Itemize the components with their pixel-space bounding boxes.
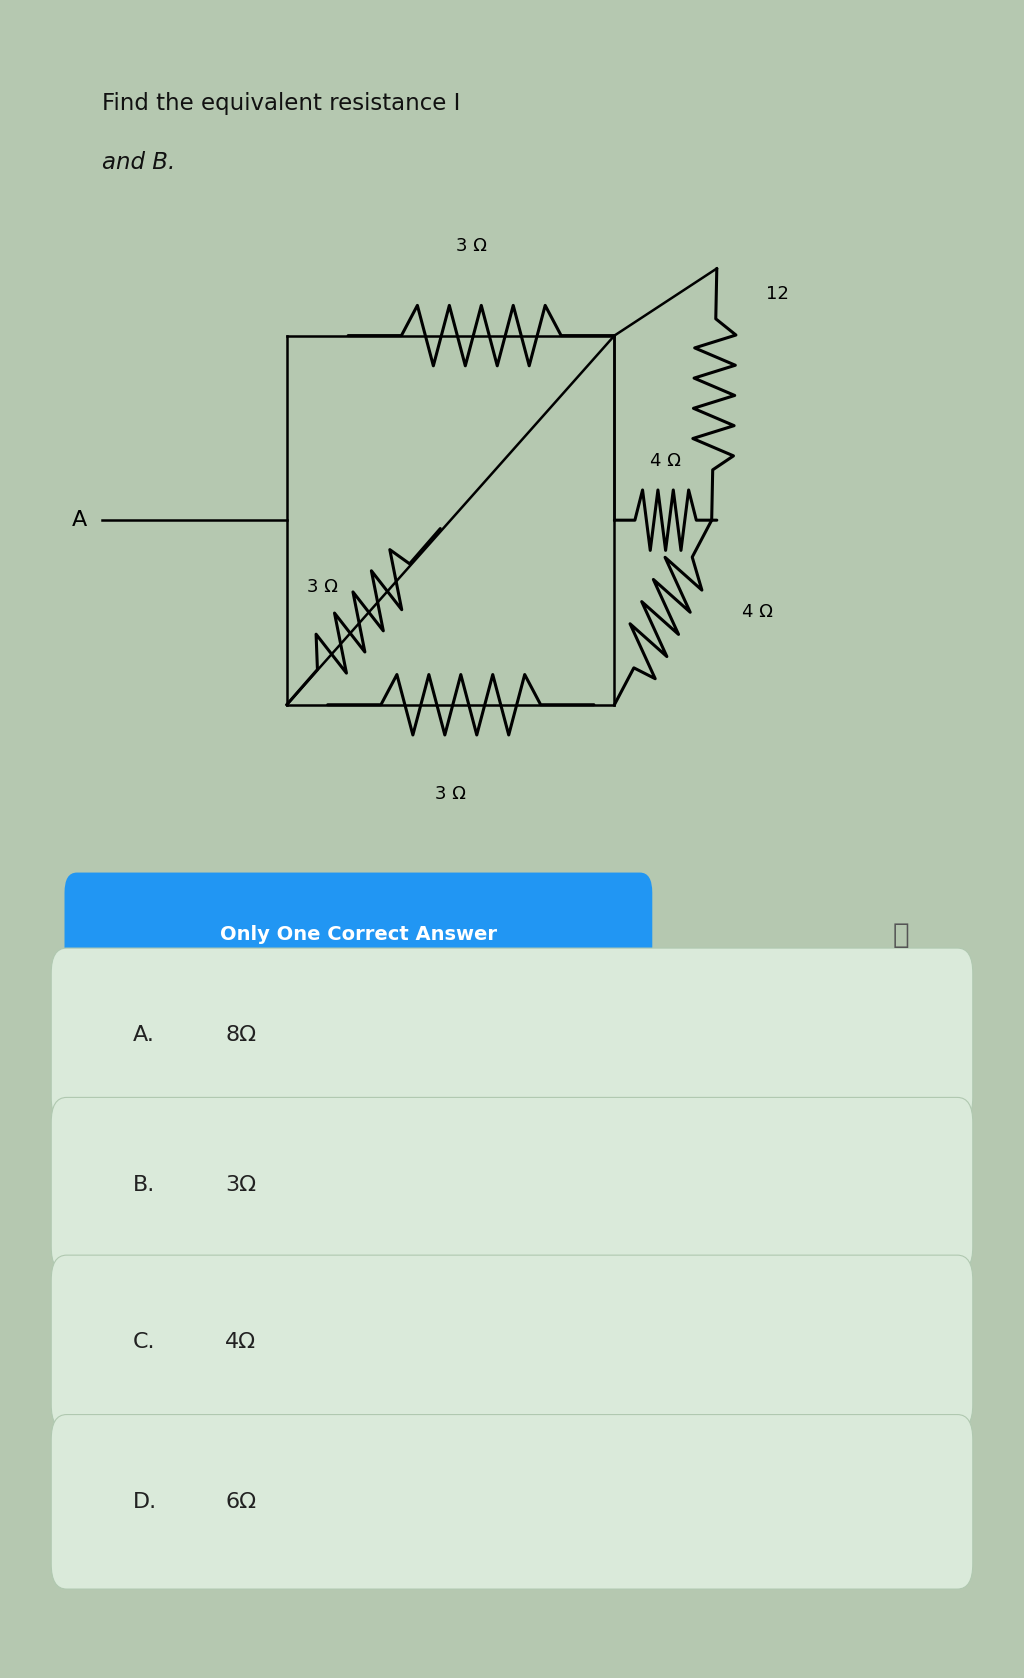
- FancyBboxPatch shape: [51, 1255, 973, 1430]
- Text: 3 Ω: 3 Ω: [435, 785, 466, 804]
- Text: 12: 12: [766, 285, 788, 304]
- Text: D.: D.: [133, 1492, 158, 1512]
- Text: 6Ω: 6Ω: [225, 1492, 256, 1512]
- Text: C.: C.: [133, 1332, 156, 1352]
- FancyBboxPatch shape: [51, 948, 973, 1123]
- FancyBboxPatch shape: [65, 873, 652, 997]
- Text: 4 Ω: 4 Ω: [650, 451, 681, 470]
- FancyBboxPatch shape: [51, 1097, 973, 1272]
- Text: 3 Ω: 3 Ω: [456, 237, 486, 255]
- Text: 8Ω: 8Ω: [225, 1025, 256, 1045]
- Text: A.: A.: [133, 1025, 155, 1045]
- Text: and B.: and B.: [102, 151, 176, 175]
- Text: Only One Correct Answer: Only One Correct Answer: [220, 925, 497, 945]
- Text: 4 Ω: 4 Ω: [742, 604, 773, 621]
- Text: 3Ω: 3Ω: [225, 1175, 256, 1195]
- Text: ⓘ: ⓘ: [893, 921, 909, 948]
- FancyBboxPatch shape: [51, 1415, 973, 1589]
- Text: A: A: [72, 510, 87, 530]
- Text: 4Ω: 4Ω: [225, 1332, 256, 1352]
- Text: 3 Ω: 3 Ω: [307, 577, 338, 596]
- Text: Find the equivalent resistance I: Find the equivalent resistance I: [102, 92, 461, 116]
- Text: B.: B.: [133, 1175, 156, 1195]
